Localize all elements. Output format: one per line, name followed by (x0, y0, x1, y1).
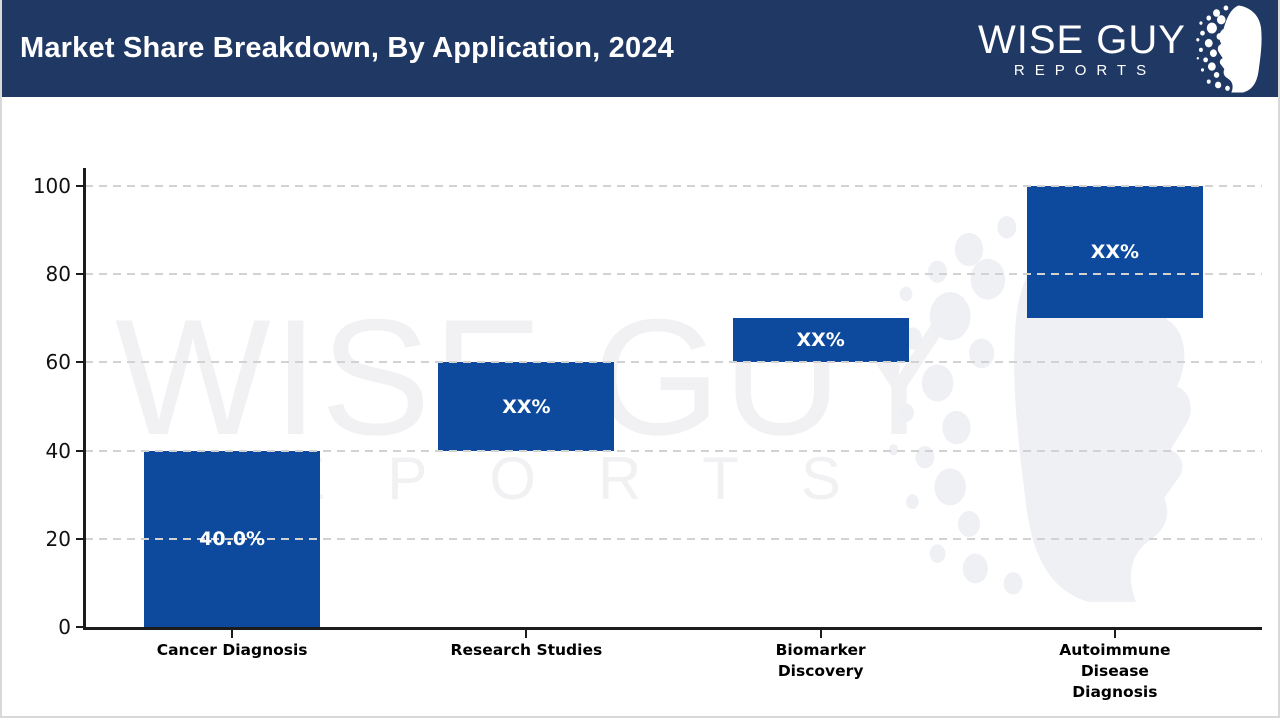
category-label: Cancer Diagnosis (156, 641, 308, 659)
category-label: Biomarker Discovery (775, 641, 866, 680)
category-label: Research Studies (450, 641, 603, 659)
y-axis-line (83, 168, 86, 629)
y-axis-tick (76, 185, 85, 187)
page-title: Market Share Breakdown, By Application, … (20, 32, 674, 64)
brand-subname: REPORTS (1013, 61, 1157, 79)
x-axis-tick (819, 629, 822, 638)
gridline-20 (85, 537, 1262, 540)
gridline-100 (85, 185, 1262, 187)
x-axis-line (83, 627, 1262, 630)
y-axis-tick (76, 537, 85, 540)
x-axis-tick (1113, 629, 1116, 638)
y-axis-tick (76, 449, 85, 452)
gridline-60 (85, 361, 1262, 364)
y-axis-tick-label: 100 (32, 174, 71, 198)
x-axis-tick (525, 629, 528, 638)
y-axis-tick-label: 20 (45, 526, 71, 551)
x-axis-tick (231, 629, 234, 638)
bar-value-label: XX% (796, 329, 845, 352)
y-axis-tick-label: 80 (45, 262, 71, 287)
category-label: Autoimmune Disease Diagnosis (1059, 641, 1171, 701)
brand-wordmark: WISE GUY REPORTS (978, 20, 1186, 78)
bar-value-label: XX% (1090, 241, 1140, 264)
bar-segment (732, 318, 909, 363)
y-axis-tick (76, 626, 85, 628)
bar-segment (438, 362, 615, 451)
y-axis-tick (76, 273, 85, 276)
header-band: Market Share Breakdown, By Application, … (0, 0, 1280, 97)
brand-name: WISE GUY (977, 17, 1186, 62)
y-axis-tick-label: 60 (45, 350, 71, 375)
bar-value-label: XX% (502, 395, 551, 418)
y-axis-tick (76, 361, 85, 364)
y-axis-tick-label: 0 (58, 615, 71, 639)
gridline-40 (85, 449, 1262, 452)
gridline-80 (85, 273, 1262, 276)
bar-value-label: 40.0% (199, 527, 266, 550)
chart-area: WISE GUY REPORTS 0 20 40 60 80 100 40.0% Cancer… (0, 97, 1280, 720)
brand-logo: WISE GUY REPORTS (978, 0, 1272, 97)
y-axis-tick-label: 40 (45, 438, 71, 463)
brand-face-icon (1196, 5, 1262, 92)
bar-segment (1026, 186, 1203, 319)
